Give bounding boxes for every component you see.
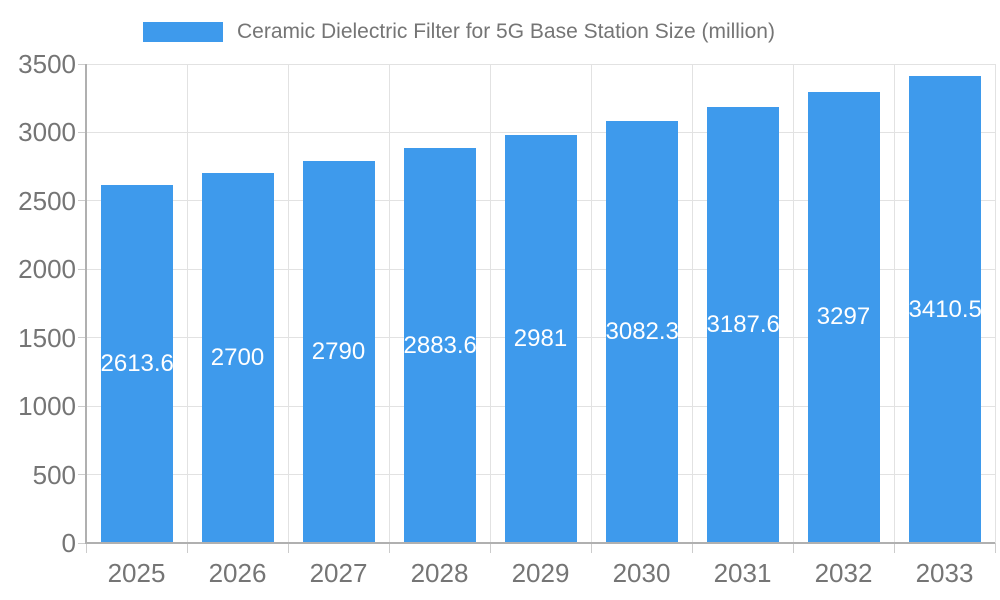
chart-legend[interactable]: Ceramic Dielectric Filter for 5G Base St… bbox=[143, 20, 775, 43]
x-axis-category-label: 2032 bbox=[814, 558, 873, 588]
x-axis-tick bbox=[590, 543, 592, 553]
bar-2026[interactable] bbox=[201, 173, 274, 543]
x-axis-tick bbox=[388, 543, 390, 553]
y-axis-tick-label: 500 bbox=[32, 459, 76, 490]
y-axis-tick bbox=[78, 405, 86, 407]
x-gridline bbox=[489, 64, 491, 543]
y-axis-tick-label: 3500 bbox=[18, 49, 76, 79]
bar-2029[interactable] bbox=[504, 135, 577, 543]
y-axis-tick bbox=[78, 200, 86, 202]
x-axis-category-label: 2029 bbox=[511, 558, 570, 588]
x-gridline bbox=[590, 64, 592, 543]
bar-2031[interactable] bbox=[706, 106, 779, 543]
y-axis-tick bbox=[78, 474, 86, 476]
x-gridline bbox=[893, 64, 895, 543]
x-axis-tick bbox=[85, 543, 87, 553]
y-axis-tick bbox=[78, 542, 86, 544]
x-axis-category-label: 2026 bbox=[208, 558, 267, 588]
y-axis-tick-label: 2000 bbox=[18, 254, 76, 285]
y-axis-tick-label: 1500 bbox=[18, 322, 76, 353]
x-axis-tick bbox=[994, 543, 996, 553]
x-gridline bbox=[994, 64, 996, 543]
x-axis-line bbox=[85, 542, 995, 544]
y-axis-tick bbox=[78, 268, 86, 270]
y-axis-tick bbox=[78, 131, 86, 133]
x-axis-tick bbox=[287, 543, 289, 553]
x-axis-category-label: 2027 bbox=[309, 558, 368, 588]
y-axis-tick-label: 1000 bbox=[18, 391, 76, 422]
x-axis-category-label: 2030 bbox=[612, 558, 671, 588]
x-axis-category-label: 2025 bbox=[107, 558, 166, 588]
bar-2025[interactable] bbox=[100, 185, 173, 543]
y-axis-tick bbox=[78, 63, 86, 65]
bar-2027[interactable] bbox=[302, 161, 375, 543]
x-gridline bbox=[186, 64, 188, 543]
y-axis-tick-label: 3000 bbox=[18, 117, 76, 148]
x-gridline bbox=[287, 64, 289, 543]
x-axis-tick bbox=[893, 543, 895, 553]
x-axis-tick bbox=[792, 543, 794, 553]
legend-label: Ceramic Dielectric Filter for 5G Base St… bbox=[237, 20, 775, 43]
x-axis-category-label: 2033 bbox=[915, 558, 974, 588]
x-axis-tick bbox=[186, 543, 188, 553]
y-axis-tick bbox=[78, 337, 86, 339]
x-axis-category-label: 2031 bbox=[713, 558, 772, 588]
y-axis-tick-label: 2500 bbox=[18, 185, 76, 216]
x-gridline bbox=[691, 64, 693, 543]
x-gridline bbox=[792, 64, 794, 543]
x-gridline bbox=[388, 64, 390, 543]
bar-2028[interactable] bbox=[403, 148, 476, 543]
y-axis-line bbox=[85, 64, 87, 544]
y-gridline bbox=[86, 63, 995, 65]
bar-2032[interactable] bbox=[807, 91, 880, 543]
y-axis-tick-label: 0 bbox=[61, 528, 76, 558]
x-axis-tick bbox=[489, 543, 491, 553]
x-axis-tick bbox=[691, 543, 693, 553]
bar-2033[interactable] bbox=[908, 76, 981, 543]
legend-swatch bbox=[143, 22, 223, 42]
bar-2030[interactable] bbox=[605, 121, 678, 543]
y-gridline bbox=[86, 131, 995, 133]
x-axis-category-label: 2028 bbox=[410, 558, 469, 588]
